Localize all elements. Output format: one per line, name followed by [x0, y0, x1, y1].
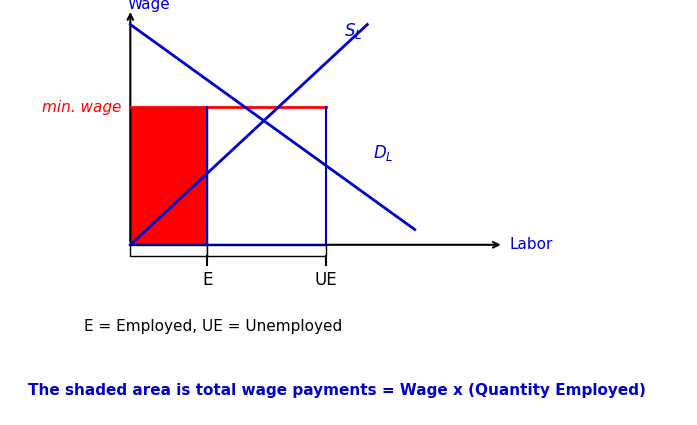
- Text: min. wage: min. wage: [42, 99, 121, 115]
- Text: UE: UE: [314, 271, 337, 289]
- Text: E: E: [202, 271, 213, 289]
- Text: E = Employed, UE = Unemployed: E = Employed, UE = Unemployed: [84, 319, 342, 334]
- Text: $\mathit{S}_L$: $\mathit{S}_L$: [344, 20, 362, 41]
- Text: Labor: Labor: [510, 237, 553, 252]
- Text: $\mathit{D}_L$: $\mathit{D}_L$: [374, 143, 394, 163]
- Text: The shaded area is total wage payments = Wage x (Quantity Employed): The shaded area is total wage payments =…: [28, 382, 645, 397]
- Bar: [130, 107, 208, 245]
- Bar: [130, 245, 208, 255]
- Bar: [208, 245, 325, 255]
- Text: Wage: Wage: [128, 0, 170, 12]
